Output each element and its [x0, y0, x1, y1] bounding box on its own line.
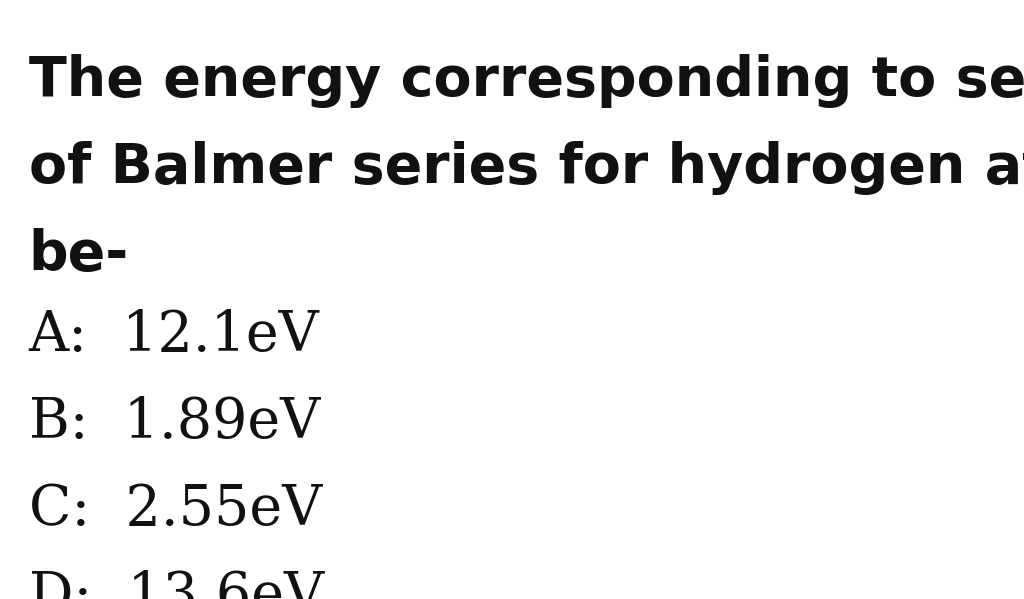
Text: of Balmer series for hydrogen atom will: of Balmer series for hydrogen atom will [29, 141, 1024, 195]
Text: A:  12.1eV: A: 12.1eV [29, 308, 319, 363]
Text: The energy corresponding to second line: The energy corresponding to second line [29, 54, 1024, 108]
Text: B:  1.89eV: B: 1.89eV [29, 395, 319, 450]
Text: C:  2.55eV: C: 2.55eV [29, 482, 322, 537]
Text: be-: be- [29, 228, 129, 282]
Text: D:  13.6eV: D: 13.6eV [29, 569, 324, 599]
